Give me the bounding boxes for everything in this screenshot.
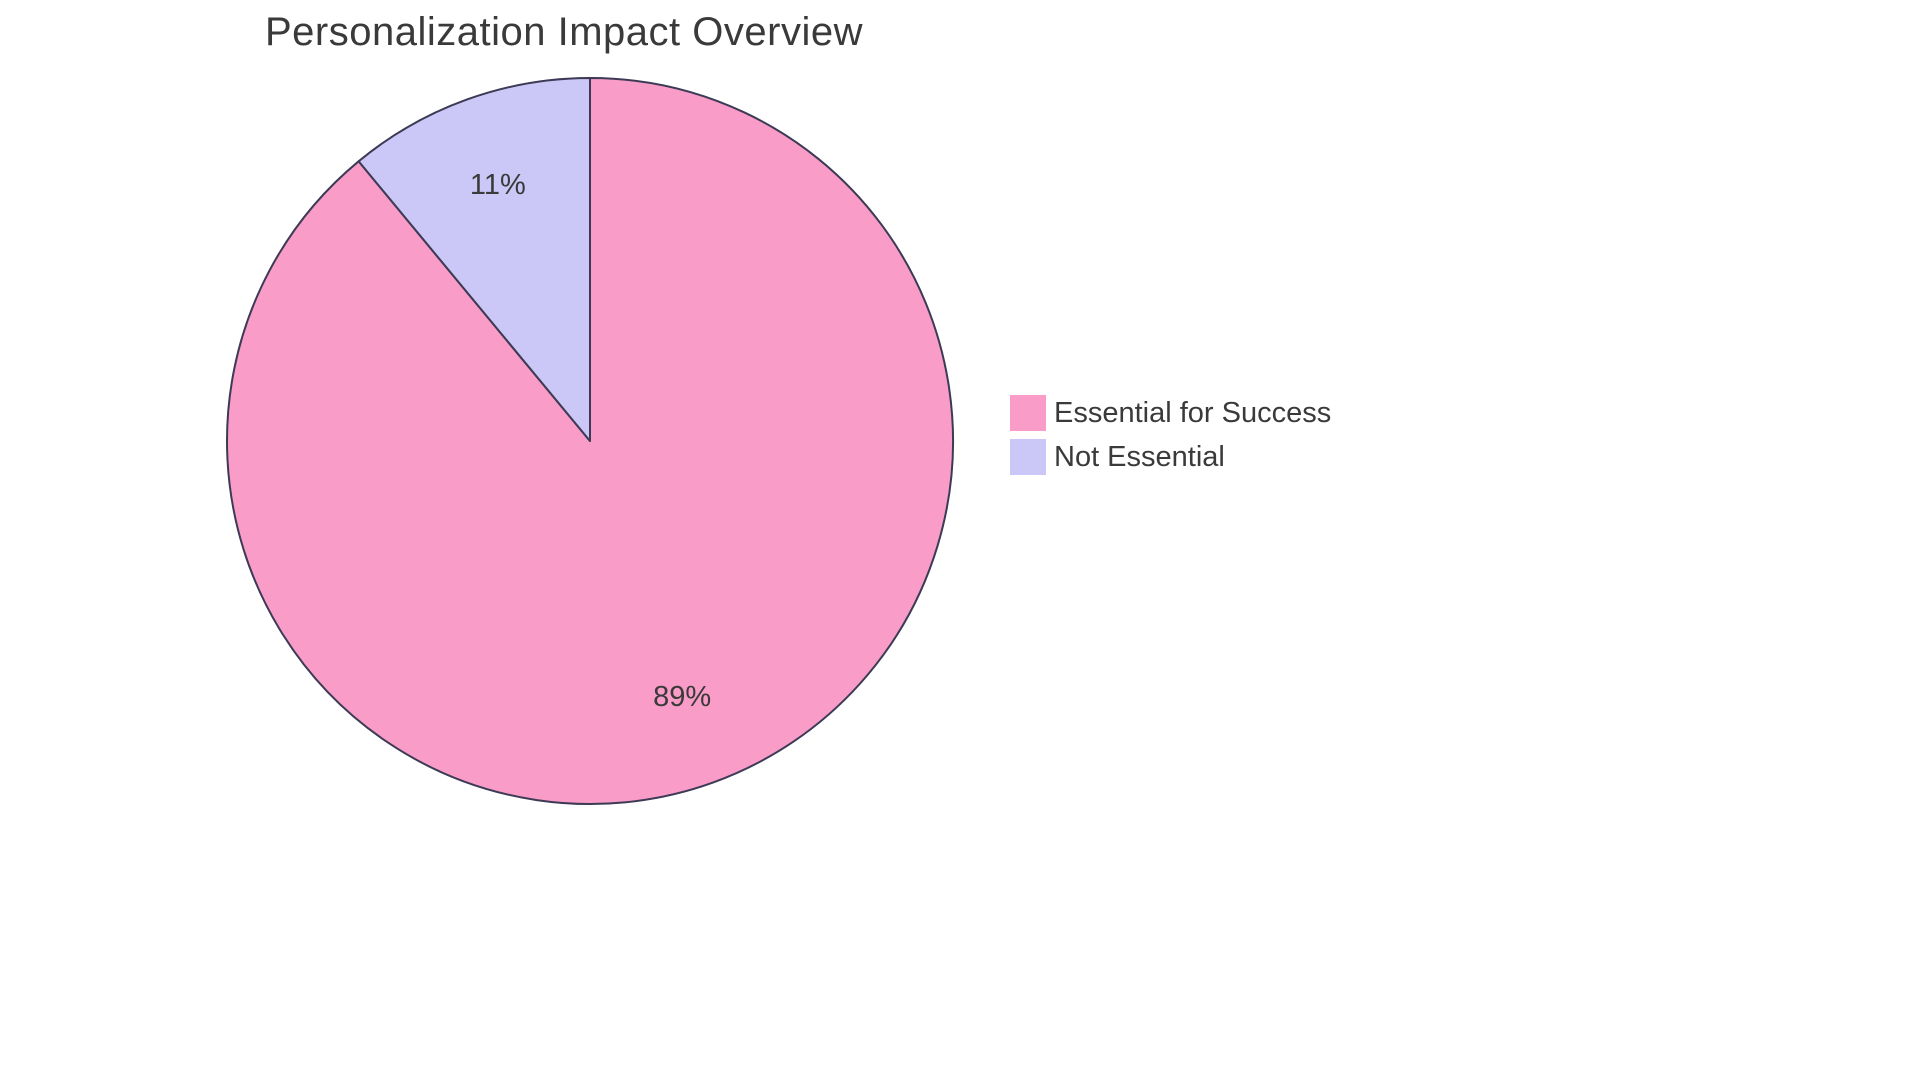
- legend-label-essential: Essential for Success: [1054, 396, 1332, 429]
- slice-percent-label-0: 89%: [653, 681, 711, 713]
- pie-slices-group: [226, 77, 954, 805]
- chart-title: Personalization Impact Overview: [265, 10, 863, 54]
- legend-item-essential: Essential for Success: [1010, 395, 1331, 431]
- legend: Essential for Success Not Essential: [1010, 395, 1331, 475]
- legend-swatch-essential: [1010, 395, 1046, 431]
- pie-labels-group: 89% 11%: [470, 169, 711, 713]
- legend-label-not-essential: Not Essential: [1054, 440, 1225, 473]
- legend-swatch-not-essential: [1010, 439, 1046, 475]
- slice-percent-label-1: 11%: [470, 169, 526, 201]
- pie-slice-1: [357, 77, 591, 442]
- legend-item-not-essential: Not Essential: [1010, 439, 1331, 475]
